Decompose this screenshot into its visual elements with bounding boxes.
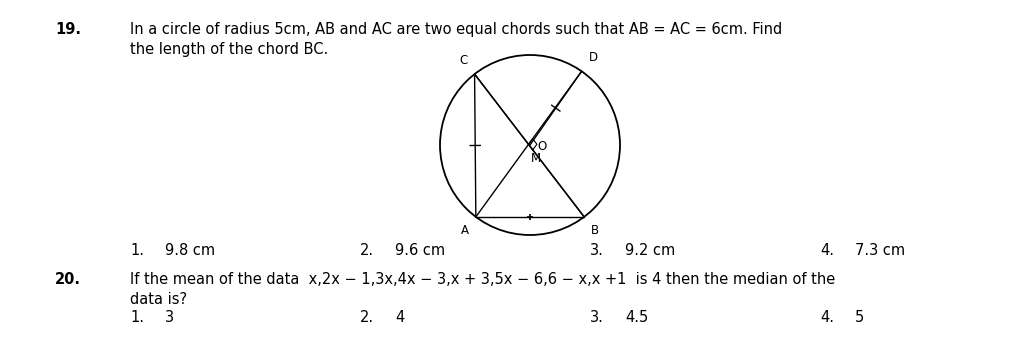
Text: 2.: 2. [360, 310, 374, 325]
Text: 5: 5 [855, 310, 864, 325]
Text: 3.: 3. [590, 243, 604, 258]
Text: If the mean of the data  x,2x − 1,3x,4x − 3,x + 3,5x − 6,6 − x,x +1  is 4 then t: If the mean of the data x,2x − 1,3x,4x −… [130, 272, 836, 287]
Text: 9.6 cm: 9.6 cm [395, 243, 445, 258]
Text: 4.: 4. [820, 243, 834, 258]
Text: O: O [537, 140, 546, 153]
Text: the length of the chord BC.: the length of the chord BC. [130, 42, 329, 57]
Text: 3: 3 [165, 310, 174, 325]
Text: 1.: 1. [130, 310, 144, 325]
Text: data is?: data is? [130, 292, 187, 307]
Text: D: D [589, 51, 598, 64]
Text: B: B [591, 224, 599, 237]
Text: 9.2 cm: 9.2 cm [625, 243, 675, 258]
Text: 9.8 cm: 9.8 cm [165, 243, 215, 258]
Text: 20.: 20. [55, 272, 81, 287]
Text: 7.3 cm: 7.3 cm [855, 243, 905, 258]
Text: A: A [461, 224, 469, 237]
Text: 4: 4 [395, 310, 404, 325]
Text: 3.: 3. [590, 310, 604, 325]
Text: 4.: 4. [820, 310, 834, 325]
Text: M: M [530, 152, 541, 165]
Text: 4.5: 4.5 [625, 310, 648, 325]
Text: 2.: 2. [360, 243, 374, 258]
Text: 19.: 19. [55, 22, 81, 37]
Text: C: C [460, 54, 468, 67]
Text: 1.: 1. [130, 243, 144, 258]
Text: In a circle of radius 5cm, AB and AC are two equal chords such that AB = AC = 6c: In a circle of radius 5cm, AB and AC are… [130, 22, 782, 37]
